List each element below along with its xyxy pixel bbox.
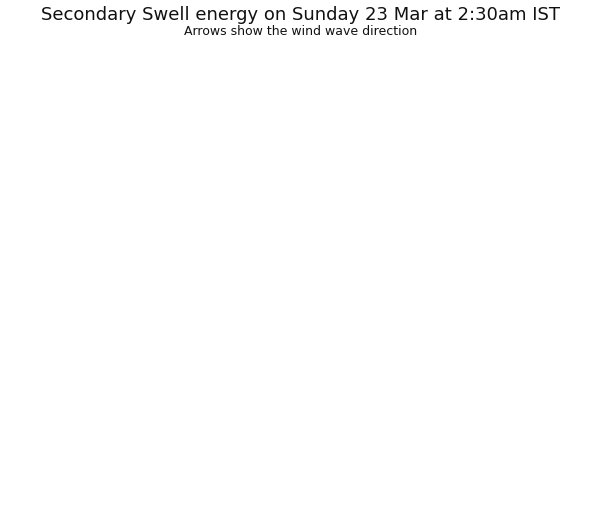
Text: Secondary Swell energy on Sunday 23 Mar at 2:30am IST: Secondary Swell energy on Sunday 23 Mar … — [41, 6, 560, 24]
Text: cartopy required: cartopy required — [243, 269, 358, 283]
Text: Arrows show the wind wave direction: Arrows show the wind wave direction — [184, 25, 417, 37]
